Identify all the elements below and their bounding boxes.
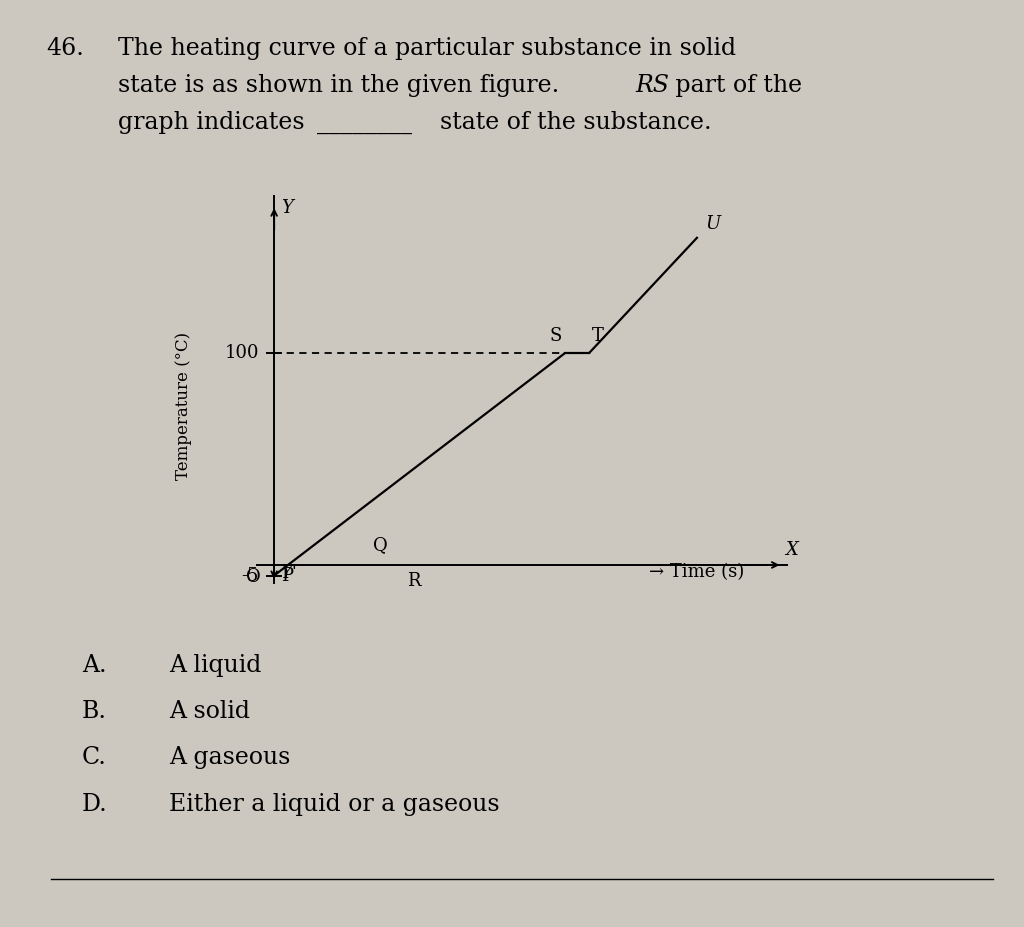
Text: Either a liquid or a gaseous: Either a liquid or a gaseous <box>169 793 500 816</box>
Text: graph indicates: graph indicates <box>118 111 304 134</box>
Text: A.: A. <box>82 654 106 677</box>
Text: A solid: A solid <box>169 700 250 723</box>
Text: P: P <box>282 566 294 585</box>
Text: part of the: part of the <box>668 74 802 97</box>
Text: X: X <box>785 540 799 559</box>
Text: D.: D. <box>82 793 108 816</box>
Text: U: U <box>705 215 720 233</box>
Text: RS: RS <box>635 74 669 97</box>
Text: -5: -5 <box>242 566 259 585</box>
Text: C.: C. <box>82 746 106 769</box>
Text: Temperature (°C): Temperature (°C) <box>175 332 191 480</box>
Text: R: R <box>408 572 421 590</box>
Text: 46.: 46. <box>46 37 84 60</box>
Text: Q: Q <box>373 537 387 554</box>
Text: Y': Y' <box>281 564 297 582</box>
Text: A gaseous: A gaseous <box>169 746 291 769</box>
Text: B.: B. <box>82 700 106 723</box>
Text: The heating curve of a particular substance in solid: The heating curve of a particular substa… <box>118 37 736 60</box>
Text: A liquid: A liquid <box>169 654 261 677</box>
Text: T: T <box>592 327 604 345</box>
Text: state is as shown in the given figure.: state is as shown in the given figure. <box>118 74 566 97</box>
Text: S: S <box>549 327 562 345</box>
Text: → Time (s): → Time (s) <box>649 564 744 581</box>
Text: state of the substance.: state of the substance. <box>440 111 712 134</box>
Text: ________: ________ <box>317 111 413 134</box>
Text: 100: 100 <box>224 344 259 362</box>
Text: O: O <box>246 568 261 586</box>
Text: Y: Y <box>282 199 293 217</box>
